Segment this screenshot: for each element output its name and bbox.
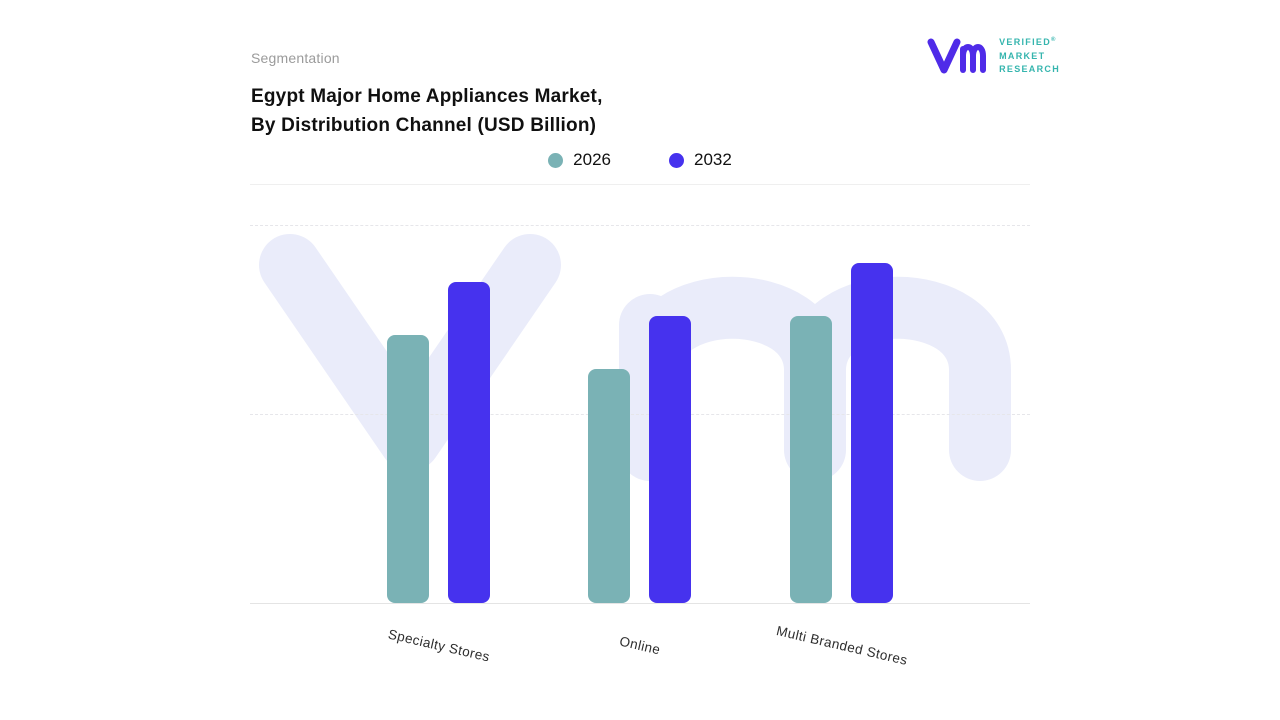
gridline-middle bbox=[250, 414, 1030, 415]
bar-2032-online bbox=[649, 316, 691, 603]
registered-mark: ® bbox=[1051, 37, 1056, 43]
legend-swatch-2032 bbox=[669, 152, 684, 168]
legend-item-2026: 2026 bbox=[548, 150, 611, 170]
bar-group-specialty-stores bbox=[387, 282, 490, 603]
bar-2026-online bbox=[588, 369, 630, 603]
legend-label-2026: 2026 bbox=[573, 150, 611, 169]
eyebrow-label: Segmentation bbox=[251, 50, 340, 66]
gridline-top bbox=[250, 225, 1030, 226]
legend-label-2032: 2032 bbox=[694, 150, 732, 169]
vmr-monogram-icon bbox=[927, 38, 987, 74]
header-divider bbox=[250, 184, 1030, 185]
legend: 2026 2032 bbox=[250, 150, 1030, 170]
plot-area bbox=[250, 225, 1030, 604]
chart-title-line1: Egypt Major Home Appliances Market, bbox=[251, 86, 603, 107]
bar-2026-specialty-stores bbox=[387, 335, 429, 603]
brand-wordmark: VERIFIED® MARKET RESEARCH bbox=[999, 36, 1060, 77]
bar-2032-specialty-stores bbox=[448, 282, 490, 603]
brand-word-market: MARKET bbox=[999, 50, 1046, 61]
chart-title-line2: By Distribution Channel (USD Billion) bbox=[251, 115, 597, 136]
chart-title: Egypt Major Home Appliances Market, By Di… bbox=[251, 82, 603, 140]
brand-word-verified: VERIFIED bbox=[999, 37, 1051, 47]
legend-item-2032: 2032 bbox=[669, 150, 732, 170]
bar-2026-multi-branded-stores bbox=[790, 316, 832, 603]
bar-group-online bbox=[588, 316, 691, 603]
brand-logo: VERIFIED® MARKET RESEARCH bbox=[927, 36, 1060, 77]
x-label-online: Online bbox=[618, 633, 662, 658]
legend-swatch-2026 bbox=[548, 152, 564, 168]
brand-word-research: RESEARCH bbox=[999, 64, 1060, 74]
bar-2032-multi-branded-stores bbox=[851, 263, 893, 603]
x-label-specialty-stores: Specialty Stores bbox=[386, 626, 492, 665]
x-label-multi-branded-stores: Multi Branded Stores bbox=[774, 623, 910, 668]
bar-group-multi-branded-stores bbox=[790, 263, 893, 603]
